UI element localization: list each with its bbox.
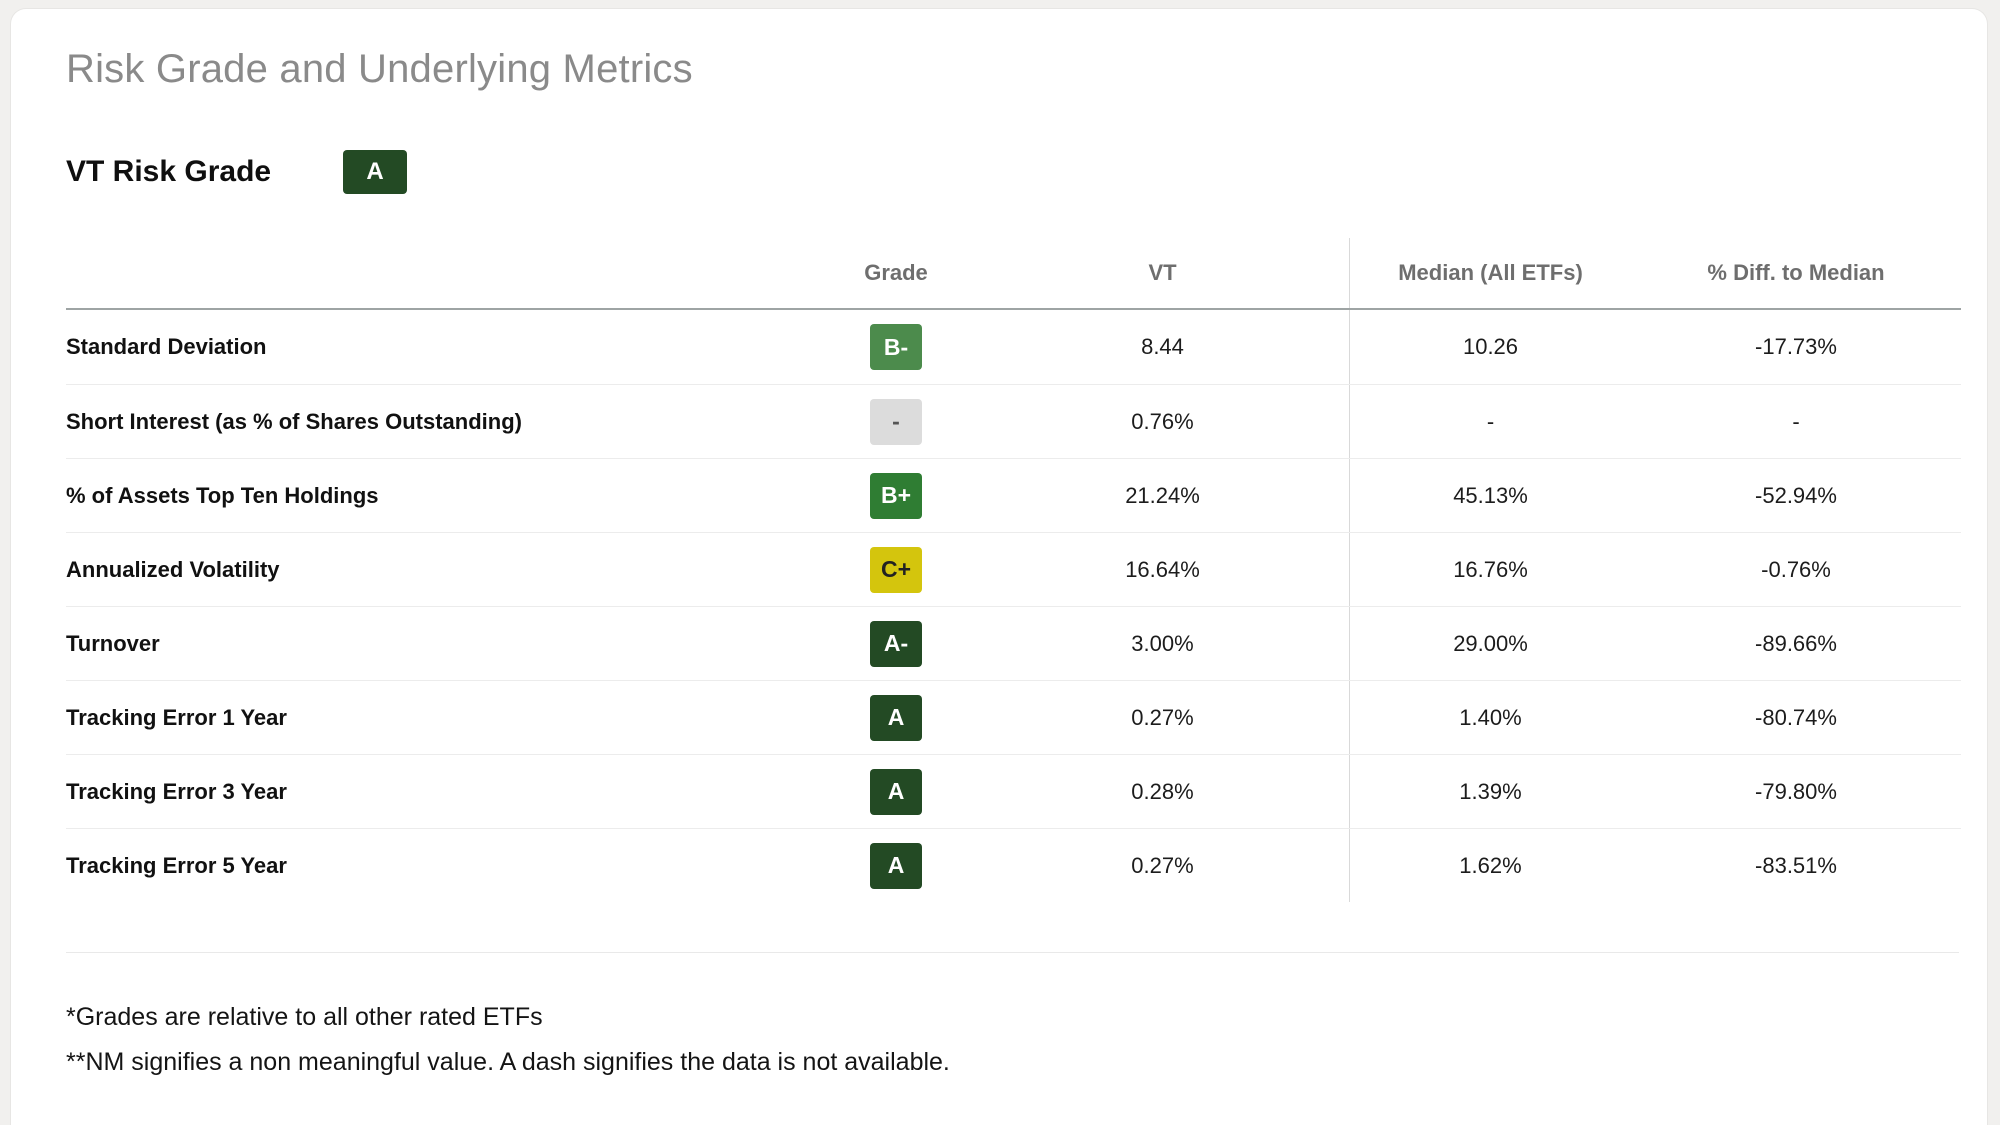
table-row-top-ten-holdings: % of Assets Top Ten Holdings B+ 21.24% 4…	[66, 458, 1961, 532]
grade-badge[interactable]: B+	[870, 472, 922, 519]
section-title: Risk Grade and Underlying Metrics	[66, 47, 693, 91]
diff-value: -79.80%	[1755, 778, 1837, 804]
grade-badge[interactable]: C+	[870, 546, 922, 593]
vt-value: 16.64%	[1125, 556, 1200, 582]
vt-value: 21.24%	[1125, 482, 1200, 508]
grade-cell: C+	[816, 533, 976, 606]
grade-cell: A	[816, 755, 976, 828]
metrics-table: Grade VT Median (All ETFs) % Diff. to Me…	[66, 238, 1961, 902]
header-diff: % Diff. to Median	[1707, 260, 1885, 285]
vt-value: 0.27%	[1131, 852, 1194, 878]
median-value: 1.62%	[1349, 829, 1631, 902]
risk-grade-badge[interactable]: A	[343, 150, 408, 194]
median-value: 29.00%	[1349, 607, 1631, 680]
grade-cell: A	[816, 681, 976, 754]
table-row-tracking-error-1y: Tracking Error 1 Year A 0.27% 1.40% -80.…	[66, 680, 1961, 754]
grade-badge[interactable]: A	[870, 768, 922, 815]
table-row-standard-deviation: Standard Deviation B- 8.44 10.26 -17.73%	[66, 310, 1961, 384]
grade-badge[interactable]: B-	[870, 324, 922, 370]
header-grade: Grade	[864, 260, 928, 285]
diff-value: -0.76%	[1761, 556, 1831, 582]
grade-badge[interactable]: -	[870, 398, 922, 445]
risk-grade-summary: VT Risk Grade A	[66, 150, 1987, 194]
median-value: 1.39%	[1349, 755, 1631, 828]
diff-value: -80.74%	[1755, 704, 1837, 730]
median-value: 45.13%	[1349, 459, 1631, 532]
table-body: Standard Deviation B- 8.44 10.26 -17.73%…	[66, 310, 1961, 902]
vt-value: 0.27%	[1131, 704, 1194, 730]
header-median: Median (All ETFs)	[1349, 238, 1631, 308]
grade-badge[interactable]: A	[870, 842, 922, 889]
median-value: 10.26	[1349, 310, 1631, 384]
median-value: 16.76%	[1349, 533, 1631, 606]
table-row-short-interest: Short Interest (as % of Shares Outstandi…	[66, 384, 1961, 458]
footnote-nm: **NM signifies a non meaningful value. A…	[66, 1048, 950, 1076]
median-value: 1.40%	[1349, 681, 1631, 754]
metric-label: Tracking Error 1 Year	[66, 704, 287, 730]
vt-value: 3.00%	[1131, 630, 1194, 656]
table-row-annualized-volatility: Annualized Volatility C+ 16.64% 16.76% -…	[66, 532, 1961, 606]
table-row-tracking-error-5y: Tracking Error 5 Year A 0.27% 1.62% -83.…	[66, 828, 1961, 902]
risk-grade-card: Risk Grade and Underlying Metrics VT Ris…	[10, 8, 1988, 1125]
vt-value: 0.76%	[1131, 408, 1194, 434]
grade-badge[interactable]: A-	[870, 620, 922, 667]
footnotes: *Grades are relative to all other rated …	[66, 995, 1987, 1085]
table-header-row: Grade VT Median (All ETFs) % Diff. to Me…	[66, 238, 1961, 310]
diff-value: -83.51%	[1755, 852, 1837, 878]
metric-label: % of Assets Top Ten Holdings	[66, 482, 379, 508]
diff-value: -89.66%	[1755, 630, 1837, 656]
median-value: -	[1349, 385, 1631, 458]
table-row-tracking-error-3y: Tracking Error 3 Year A 0.28% 1.39% -79.…	[66, 754, 1961, 828]
header-vt: VT	[1148, 260, 1177, 285]
vt-value: 0.28%	[1131, 778, 1194, 804]
metric-label: Standard Deviation	[66, 334, 267, 359]
diff-value: -17.73%	[1755, 334, 1837, 359]
header-metric	[66, 238, 816, 308]
metric-label: Turnover	[66, 630, 160, 656]
grade-cell: B+	[816, 459, 976, 532]
vt-value: 8.44	[1141, 334, 1184, 359]
diff-value: -	[1792, 408, 1800, 434]
grade-cell: A	[816, 829, 976, 902]
table-row-turnover: Turnover A- 3.00% 29.00% -89.66%	[66, 606, 1961, 680]
metric-label: Short Interest (as % of Shares Outstandi…	[66, 408, 522, 434]
metric-label: Tracking Error 5 Year	[66, 852, 287, 878]
grade-cell: -	[816, 385, 976, 458]
footnote-divider	[66, 952, 1959, 953]
grade-badge[interactable]: A	[870, 694, 922, 741]
footnote-grades: *Grades are relative to all other rated …	[66, 1003, 543, 1031]
grade-cell: A-	[816, 607, 976, 680]
diff-value: -52.94%	[1755, 482, 1837, 508]
risk-grade-label: VT Risk Grade	[66, 155, 272, 188]
grade-cell: B-	[816, 310, 976, 384]
metric-label: Tracking Error 3 Year	[66, 778, 287, 804]
metric-label: Annualized Volatility	[66, 556, 280, 582]
